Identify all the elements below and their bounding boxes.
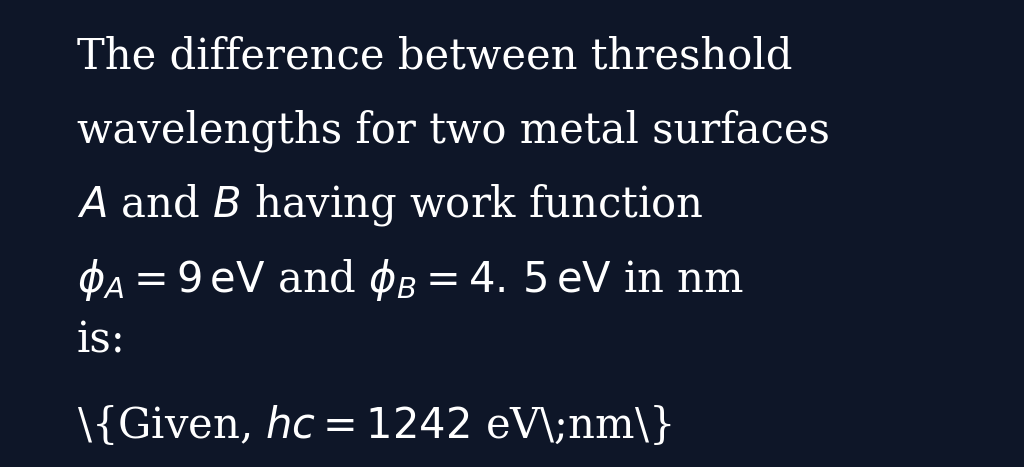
- Text: is:: is:: [77, 320, 126, 362]
- Text: The difference between threshold: The difference between threshold: [77, 35, 793, 77]
- Text: $\phi_A = 9\,\mathrm{eV}$ and $\phi_B = 4.\,5\,\mathrm{eV}$ in nm: $\phi_A = 9\,\mathrm{eV}$ and $\phi_B = …: [77, 257, 743, 303]
- Text: $A$ and $B$ having work function: $A$ and $B$ having work function: [77, 183, 703, 228]
- Text: \{Given, $hc = 1242$ eV\;nm\}: \{Given, $hc = 1242$ eV\;nm\}: [77, 403, 671, 447]
- Text: wavelengths for two metal surfaces: wavelengths for two metal surfaces: [77, 109, 829, 152]
